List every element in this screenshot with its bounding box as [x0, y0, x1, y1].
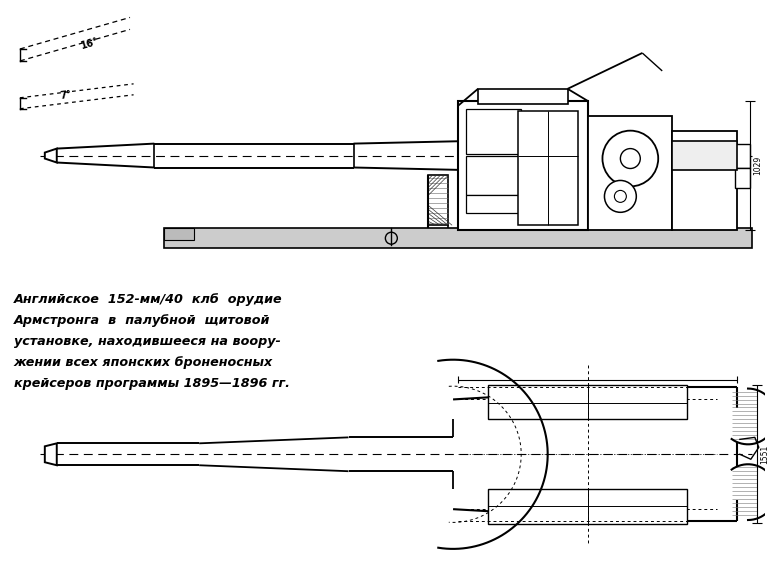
- Bar: [466, 195, 521, 213]
- Bar: [466, 109, 521, 154]
- Bar: [518, 111, 578, 225]
- Bar: [164, 228, 194, 240]
- Circle shape: [604, 180, 637, 213]
- Text: 1551: 1551: [760, 445, 768, 464]
- Circle shape: [602, 131, 658, 186]
- Bar: [458, 101, 588, 230]
- Bar: [588, 116, 672, 230]
- Bar: [466, 155, 521, 195]
- Bar: [672, 131, 737, 230]
- Bar: [478, 89, 568, 104]
- Circle shape: [614, 190, 627, 202]
- Text: 16°: 16°: [80, 37, 100, 52]
- Text: Английское  152-мм/40  клб  орудие: Английское 152-мм/40 клб орудие: [14, 293, 283, 306]
- Polygon shape: [45, 444, 57, 465]
- Bar: [164, 228, 752, 248]
- Polygon shape: [45, 148, 57, 163]
- Polygon shape: [429, 175, 448, 225]
- Text: 1029: 1029: [753, 156, 762, 175]
- Bar: [488, 384, 687, 419]
- Text: жении всех японских броненосных: жении всех японских броненосных: [14, 356, 273, 368]
- Text: Армстронга  в  палубной  щитовой: Армстронга в палубной щитовой: [14, 314, 270, 327]
- Bar: [672, 140, 737, 171]
- Bar: [164, 228, 752, 248]
- Bar: [735, 144, 750, 168]
- Text: установке, находившееся на воору-: установке, находившееся на воору-: [14, 335, 280, 348]
- Bar: [488, 489, 687, 524]
- Text: 7°: 7°: [60, 90, 72, 101]
- Bar: [735, 168, 750, 189]
- Circle shape: [621, 148, 641, 168]
- Text: крейсеров программы 1895—1896 гг.: крейсеров программы 1895—1896 гг.: [14, 376, 290, 390]
